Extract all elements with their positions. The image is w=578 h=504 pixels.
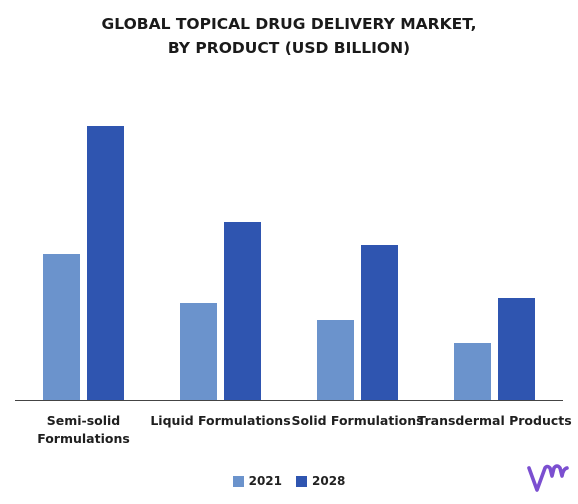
x-tick-label-3: Transdermal Products <box>417 413 571 428</box>
legend-swatch-2021 <box>232 475 244 487</box>
x-axis-labels: Semi-solid Formulations Liquid Formulation… <box>37 413 572 446</box>
legend-item-2021: 2021 <box>232 474 282 488</box>
x-tick-label-line: Solid Formulations <box>291 413 423 428</box>
bar-2028-1 <box>224 222 261 400</box>
x-tick-label-line: Liquid Formulations <box>150 413 290 428</box>
bar-2028-3 <box>498 298 535 400</box>
bar-2021-3 <box>454 343 491 400</box>
bar-2028-2 <box>361 245 398 400</box>
legend-swatch-2028 <box>296 475 307 487</box>
x-tick-label-1: Liquid Formulations <box>150 413 290 428</box>
bar-2021-2 <box>317 320 354 400</box>
chart-title-line-2: BY PRODUCT (USD BILLION) <box>167 39 411 57</box>
legend-item-2028: 2028 <box>296 474 345 488</box>
x-tick-label-line: Transdermal Products <box>417 413 571 428</box>
bar-2028-0 <box>87 126 124 400</box>
x-tick-label-2: Solid Formulations <box>291 413 423 428</box>
vmr-logo-icon <box>527 464 569 492</box>
bar-2021-0 <box>43 254 80 400</box>
chart-title: GLOBAL TOPICAL DRUG DELIVERY MARKET, BY … <box>0 12 578 60</box>
legend-label-2021: 2021 <box>248 474 282 488</box>
legend: 2021 2028 <box>0 474 578 488</box>
legend-label-2028: 2028 <box>312 474 346 488</box>
bar-2021-1 <box>180 303 217 400</box>
x-tick-label-line: Formulations <box>37 431 130 446</box>
bars-group <box>43 126 535 400</box>
x-tick-label-line: Semi-solid <box>47 413 121 428</box>
x-tick-label-0: Semi-solid Formulations <box>37 413 130 446</box>
chart-title-line-1: GLOBAL TOPICAL DRUG DELIVERY MARKET, <box>101 15 477 33</box>
